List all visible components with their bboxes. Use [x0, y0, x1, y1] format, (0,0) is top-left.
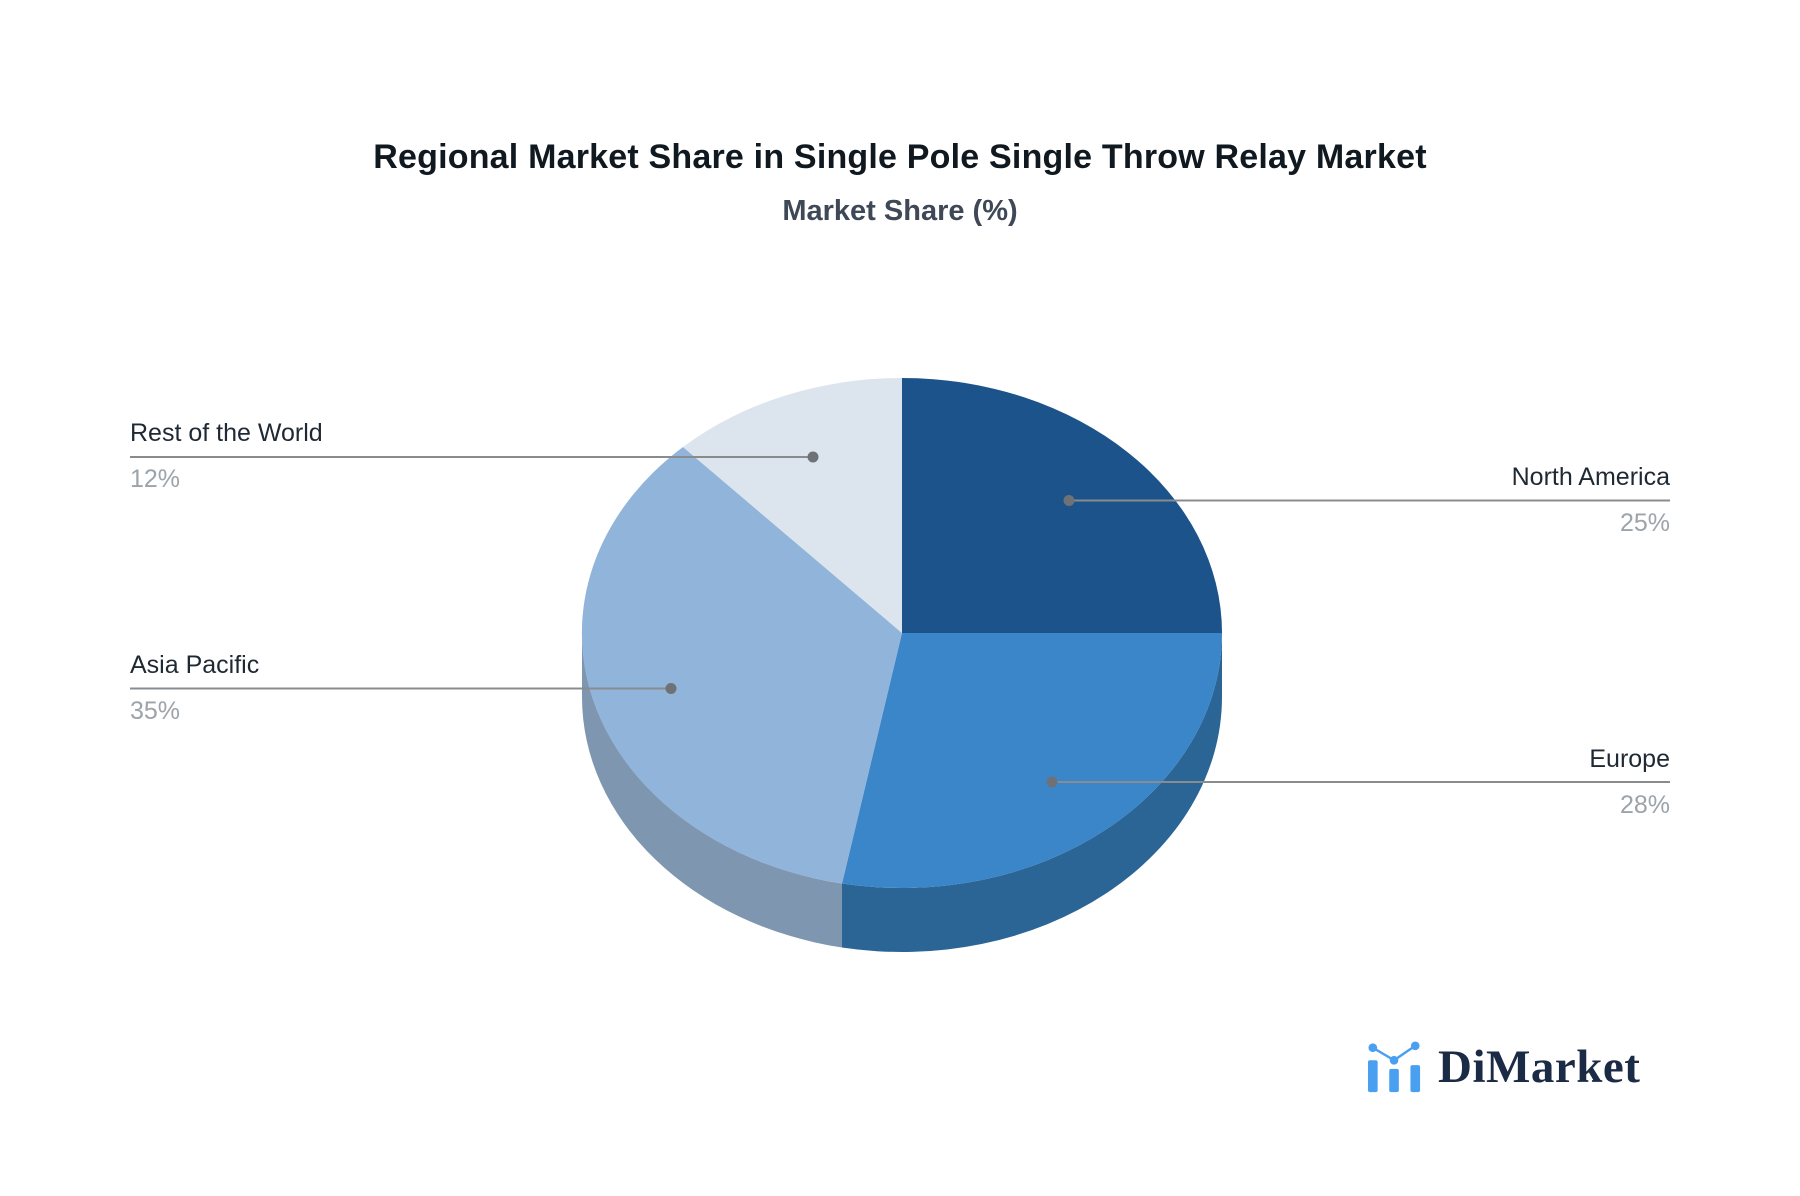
callout-label: Asia Pacific [130, 651, 260, 679]
callout-rest-of-world: Rest of the World 12% [130, 418, 323, 494]
callout-label: North America [1511, 463, 1670, 491]
chart-subtitle: Market Share (%) [782, 195, 1018, 227]
leader-dot-rest-of-world [807, 451, 819, 463]
pie-side-asia-pacific [582, 633, 842, 948]
pie-slice-asia-pacific[interactable] [581, 447, 902, 884]
leader-dot-north-america [1063, 495, 1075, 506]
callout-asia-pacific: Asia Pacific 35% [130, 650, 259, 726]
callout-value: 35% [130, 697, 181, 725]
pie-slice-europe[interactable] [842, 633, 1222, 889]
callout-value: 25% [1619, 509, 1670, 537]
callout-north-america: North America 25% [1512, 462, 1670, 538]
callout-value: 28% [1619, 791, 1670, 819]
bar-chart-trend-icon [1368, 1041, 1421, 1093]
chart-title: Regional Market Share in Single Pole Sin… [373, 138, 1427, 176]
leader-dot-europe [1046, 776, 1058, 788]
pie-side-europe [842, 633, 1222, 953]
callout-value: 12% [130, 465, 181, 493]
brand-logo: DiMarket [1366, 1040, 1640, 1094]
pie-slice-rest-of-world[interactable] [683, 377, 902, 633]
callout-europe: Europe 28% [1589, 744, 1670, 820]
callout-label: Rest of the World [130, 419, 323, 447]
callout-label: Europe [1589, 745, 1670, 773]
leader-dot-asia-pacific [665, 683, 677, 694]
pie-slice-north-america[interactable] [902, 378, 1222, 633]
brand-logo-text: DiMarket [1438, 1041, 1641, 1093]
